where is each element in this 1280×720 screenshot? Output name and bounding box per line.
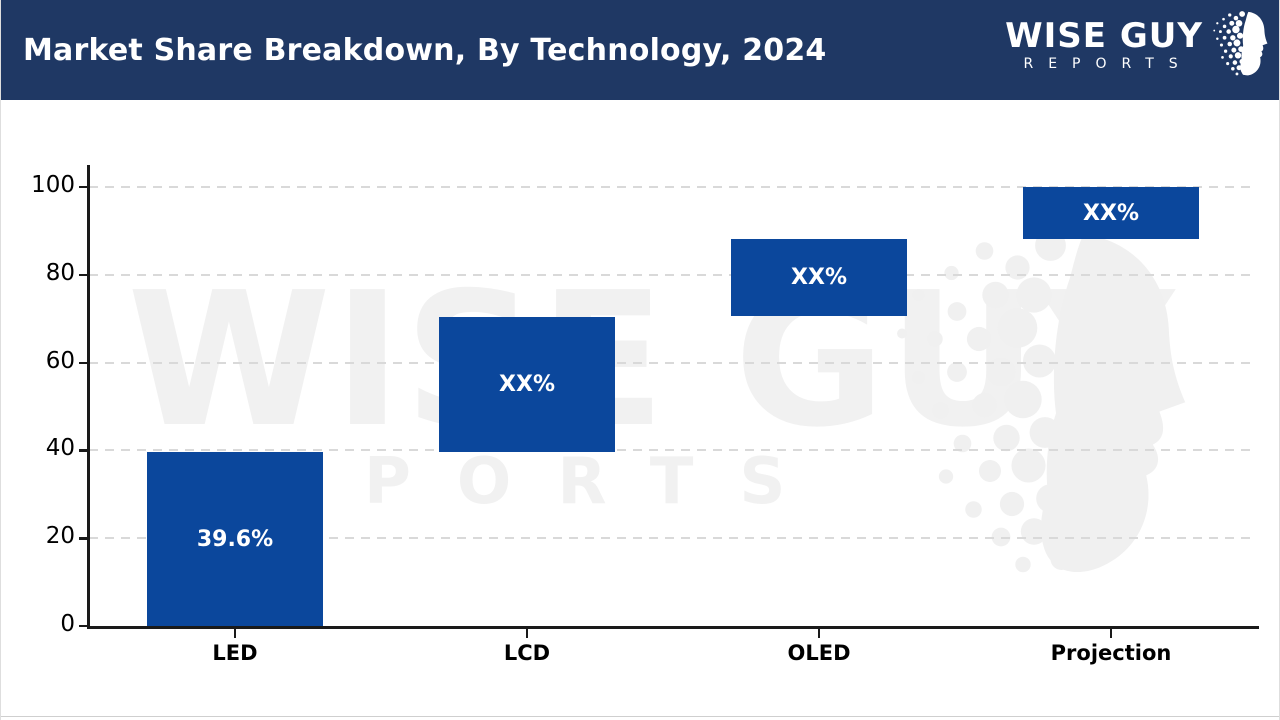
wise-guy-head-icon	[1213, 11, 1268, 76]
bar-oled: XX%	[731, 239, 907, 317]
y-axis-tick	[79, 361, 89, 364]
bar-value-label: XX%	[1083, 200, 1139, 226]
x-axis-tick	[817, 628, 821, 638]
bar-value-label: XX%	[791, 265, 847, 291]
header-banner: Market Share Breakdown, By Technology, 2…	[1, 0, 1279, 100]
y-axis-tick-label: 80	[45, 259, 75, 286]
gridline	[89, 537, 1257, 540]
x-axis-category-label: LED	[212, 641, 258, 665]
y-axis-tick-label: 0	[60, 611, 75, 637]
y-axis-tick-label: 40	[45, 435, 75, 462]
y-axis-tick	[79, 537, 89, 540]
bar-led: 39.6%	[147, 452, 323, 626]
logo-text: WISE GUY REPORTS	[1005, 15, 1203, 73]
gridline	[89, 273, 1257, 276]
page-title: Market Share Breakdown, By Technology, 2…	[23, 32, 827, 68]
y-axis-tick	[79, 449, 89, 452]
x-axis-category-label: Projection	[1050, 641, 1172, 665]
gridline	[89, 361, 1257, 364]
gridline	[89, 449, 1257, 452]
bar-projection: XX%	[1023, 187, 1199, 240]
y-axis-tick-label: 20	[45, 523, 75, 550]
x-axis-tick	[525, 628, 529, 638]
x-axis-line	[87, 626, 1259, 629]
y-axis-tick	[79, 625, 89, 628]
x-axis-category-label: LCD	[503, 641, 551, 665]
y-axis-tick-label: 100	[31, 172, 75, 198]
bar-value-label: XX%	[499, 371, 555, 397]
wise-guy-logo: WISE GUY REPORTS	[1005, 6, 1269, 84]
bar-value-label: 39.6%	[196, 526, 274, 552]
bar-lcd: XX%	[439, 316, 615, 453]
logo-name: WISE GUY	[1005, 15, 1203, 56]
y-axis-tick-label: 60	[45, 347, 75, 374]
y-axis-tick	[79, 186, 89, 189]
gridline	[89, 186, 1257, 188]
x-axis-tick	[1109, 628, 1113, 638]
y-axis-tick	[79, 273, 89, 277]
y-axis-line	[87, 165, 90, 629]
x-axis-tick	[233, 628, 237, 638]
footer-divider	[1, 716, 1279, 717]
chart-area: WISE GUY REPORTS 0 20 40 60 80 100 39.6% LED XX%…	[1, 100, 1279, 716]
x-axis-category-label: OLED	[787, 641, 851, 665]
waterfall-chart: 0 20 40 60 80 100 39.6% LED XX% LCD XX% OLED XX% Proj…	[1, 100, 1279, 716]
logo-subtitle: REPORTS	[1023, 56, 1193, 73]
